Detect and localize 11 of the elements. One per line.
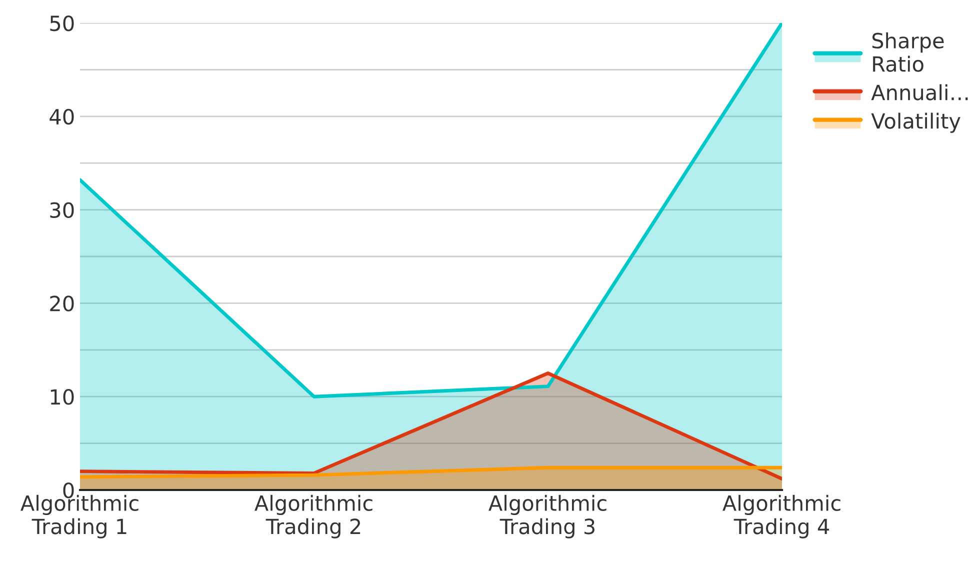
- y-tick-label: 20: [50, 296, 74, 312]
- x-tick-label: Algorithmic Trading 2: [254, 494, 372, 538]
- legend-label: Annuali…: [871, 84, 968, 100]
- legend-label: Volatility: [871, 112, 960, 133]
- y-tick-label: 40: [50, 108, 74, 125]
- x-tick-label: Algorithmic Trading 4: [722, 494, 840, 538]
- x-tick-label: Algorithmic Trading 3: [488, 494, 606, 538]
- y-tick-label: 30: [50, 202, 74, 218]
- y-tick-label: 10: [50, 389, 74, 405]
- y-tick-label: 50: [50, 15, 74, 32]
- legend-label: Sharpe Ratio: [872, 32, 944, 72]
